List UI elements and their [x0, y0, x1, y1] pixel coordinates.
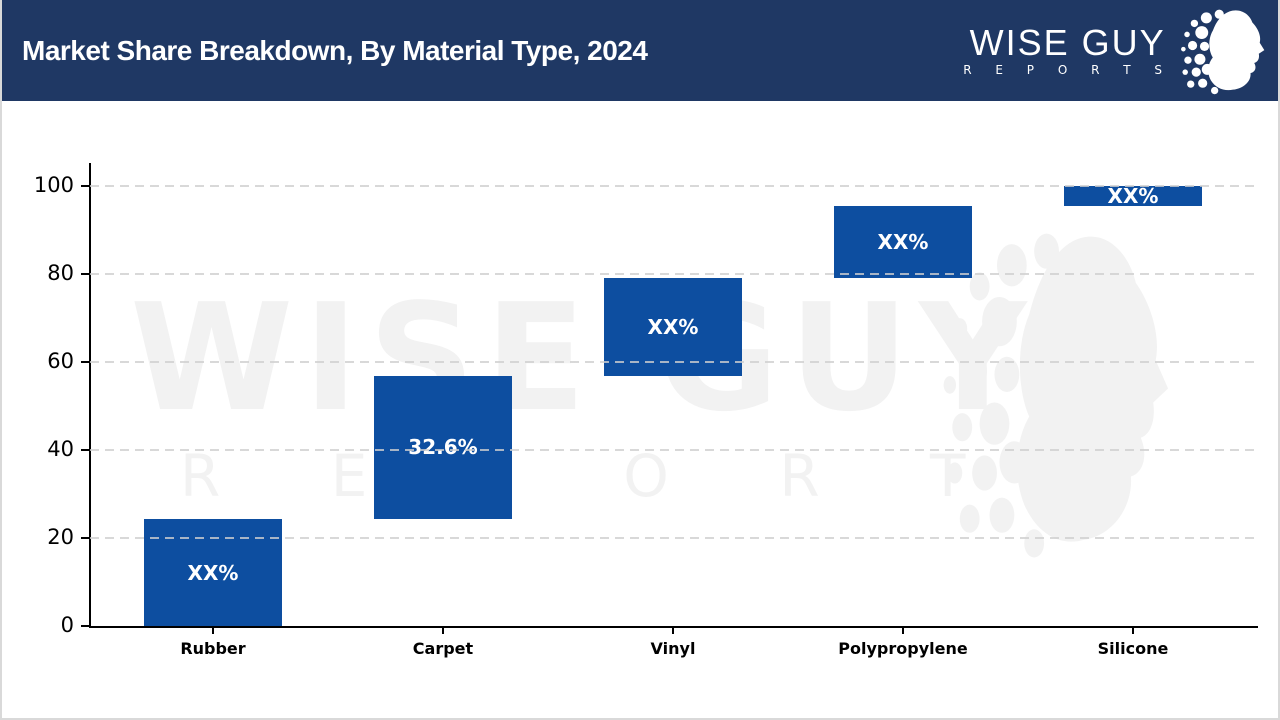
- bar-value-label: XX%: [877, 229, 929, 254]
- x-label-silicone: Silicone: [1097, 639, 1169, 658]
- y-tick-label-20: 20: [47, 525, 74, 549]
- x-tick-polypropylene: [902, 628, 904, 634]
- y-tick-label-0: 0: [60, 613, 74, 637]
- wise-guy-reports-logo: WISE GUY R E P O R T S: [963, 5, 1268, 97]
- logo-text: WISE GUY R E P O R T S: [963, 21, 1172, 78]
- y-tick-80: [81, 273, 90, 275]
- y-tick-label-60: 60: [47, 349, 74, 373]
- y-tick-40: [81, 449, 90, 451]
- bar-value-label: XX%: [1107, 183, 1159, 208]
- gridline-20: [90, 537, 1258, 539]
- y-tick-60: [81, 361, 90, 363]
- x-tick-silicone: [1132, 628, 1134, 634]
- y-tick-100: [81, 185, 90, 187]
- x-label-vinyl: Vinyl: [650, 639, 696, 658]
- bar-vinyl: XX%: [604, 277, 742, 376]
- y-tick-label-100: 100: [33, 173, 74, 197]
- x-tick-rubber: [212, 628, 214, 634]
- x-label-carpet: Carpet: [412, 639, 474, 658]
- bar-polypropylene: XX%: [834, 205, 972, 278]
- watermark-text-wise-guy: WISE GUY: [130, 272, 1037, 444]
- bar-silicone: XX%: [1064, 186, 1202, 206]
- y-tick-0: [81, 625, 90, 627]
- x-label-rubber: Rubber: [180, 639, 246, 658]
- bar-rubber: XX%: [144, 519, 282, 626]
- x-axis-line: [89, 626, 1258, 628]
- header-bar: Market Share Breakdown, By Material Type…: [2, 0, 1278, 101]
- y-tick-label-40: 40: [47, 437, 74, 461]
- gridline-40: [90, 449, 1258, 451]
- gridline-100: [90, 185, 1258, 187]
- y-axis-line: [89, 163, 91, 628]
- x-label-polypropylene: Polypropylene: [838, 639, 968, 658]
- x-tick-vinyl: [672, 628, 674, 634]
- bar-value-label: 32.6%: [408, 435, 478, 460]
- logo-head-icon: [1181, 9, 1265, 94]
- y-tick-20: [81, 537, 90, 539]
- gridline-80: [90, 273, 1258, 275]
- page-title: Market Share Breakdown, By Material Type…: [22, 34, 648, 66]
- logo-wordmark: WISE GUY: [969, 21, 1166, 63]
- bar-carpet: 32.6%: [374, 375, 512, 520]
- x-tick-carpet: [442, 628, 444, 634]
- bar-value-label: XX%: [187, 560, 239, 585]
- gridline-60: [90, 361, 1258, 363]
- bar-value-label: XX%: [647, 314, 699, 339]
- y-tick-label-80: 80: [47, 261, 74, 285]
- logo-subtitle: R E P O R T S: [963, 63, 1172, 78]
